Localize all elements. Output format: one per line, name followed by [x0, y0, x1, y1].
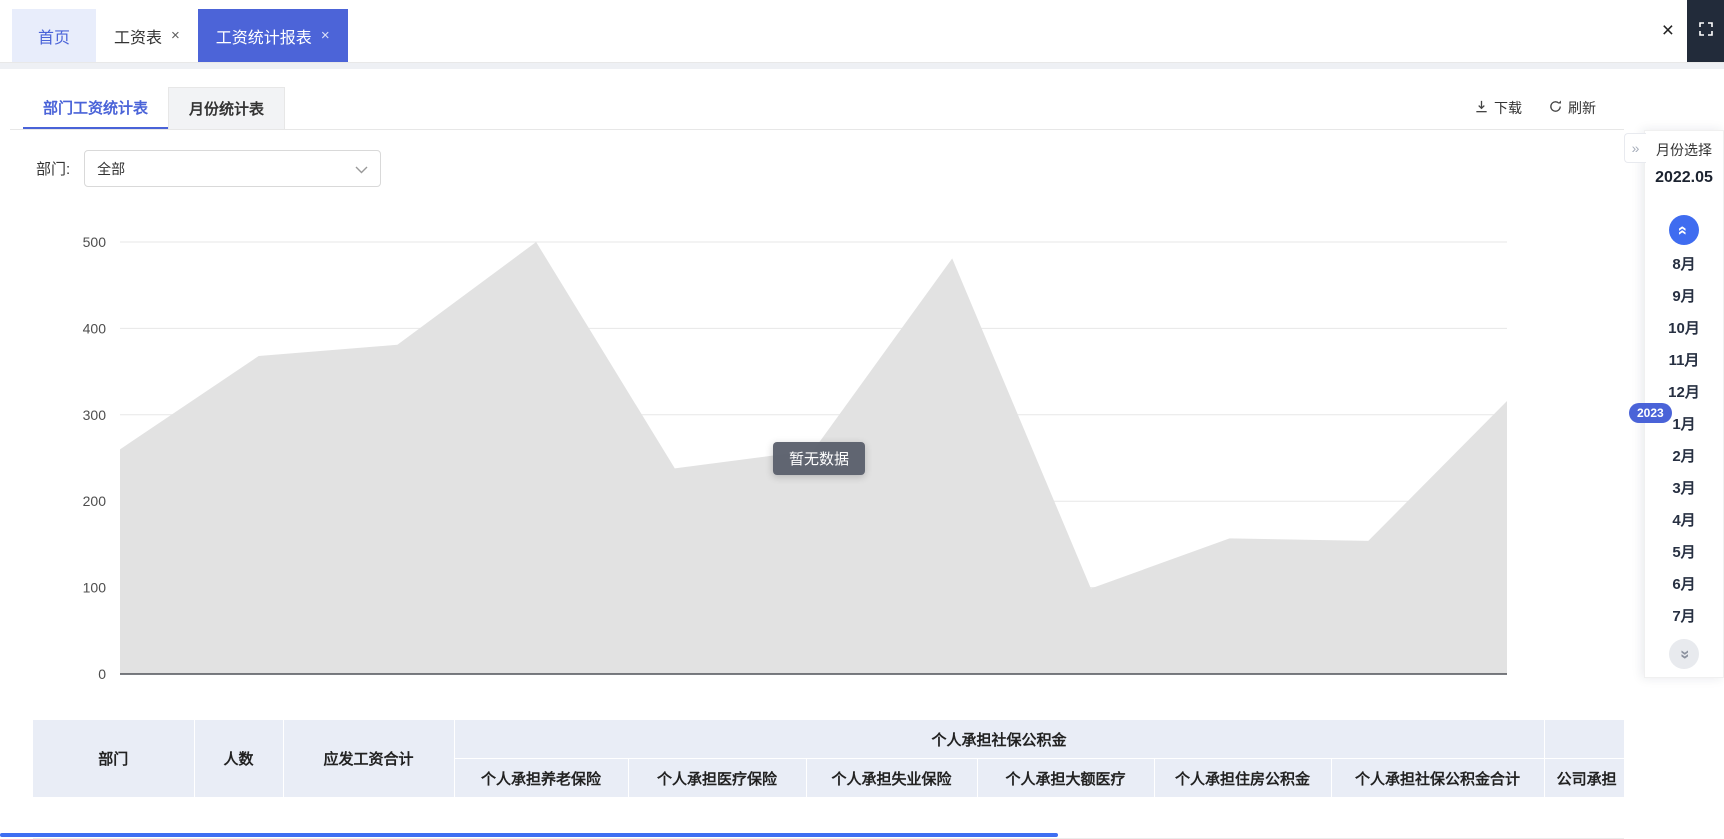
- month-item[interactable]: 2月: [1672, 448, 1696, 465]
- close-icon[interactable]: ×: [320, 27, 330, 44]
- double-chevron-down-icon: «: [1674, 649, 1694, 659]
- col-department[interactable]: 部门: [33, 720, 195, 798]
- fullscreen-button[interactable]: [1687, 0, 1724, 62]
- table-empty-row: [33, 797, 1624, 839]
- double-chevron-up-icon: «: [1674, 225, 1694, 235]
- tab-month-stats[interactable]: 月份统计表: [168, 87, 286, 129]
- month-item[interactable]: 11月: [1668, 352, 1700, 369]
- month-item[interactable]: 10月: [1668, 320, 1700, 337]
- tab-salary-sheet-label: 工资表: [114, 29, 163, 47]
- current-month-value: 2022.05: [1655, 169, 1713, 186]
- col-group-company: [1544, 720, 1624, 759]
- svg-text:400: 400: [83, 320, 107, 336]
- filter-row: 部门: 全部: [36, 150, 382, 187]
- month-item[interactable]: 7月: [1672, 608, 1696, 625]
- svg-text:0: 0: [98, 666, 106, 682]
- double-chevron-right-icon: »: [1631, 140, 1640, 156]
- refresh-button[interactable]: 刷新: [1548, 98, 1596, 118]
- month-item[interactable]: 3月: [1672, 480, 1696, 497]
- tab-home[interactable]: 首页: [12, 9, 97, 62]
- refresh-label: 刷新: [1568, 100, 1596, 116]
- scroll-months-up-button[interactable]: «: [1669, 215, 1699, 245]
- svg-text:500: 500: [83, 234, 107, 250]
- month-list: 8月 9月 10月 11月 12月 1月 2月 3月 4月 5月 6月 7月: [1668, 249, 1700, 633]
- collapse-panel-button[interactable]: »: [1624, 133, 1646, 163]
- col-gross-total[interactable]: 应发工资合计: [283, 720, 455, 798]
- col-personal-medical[interactable]: 个人承担医疗保险: [628, 758, 807, 798]
- svg-text:100: 100: [83, 580, 107, 596]
- month-item[interactable]: 5月: [1672, 544, 1696, 561]
- col-personal-pension[interactable]: 个人承担养老保险: [454, 758, 629, 798]
- tab-salary-sheet[interactable]: 工资表 ×: [96, 9, 198, 62]
- month-selection-panel: » 月份选择 2022.05 « 8月 9月 10月 11月 12月 1月 2月…: [1624, 130, 1724, 678]
- month-item[interactable]: 8月: [1672, 256, 1696, 273]
- tab-salary-report-label: 工资统计报表: [215, 29, 312, 47]
- svg-text:200: 200: [83, 493, 107, 509]
- download-label: 下载: [1494, 100, 1522, 116]
- col-headcount[interactable]: 人数: [194, 720, 284, 798]
- window-tab-bar: 首页 工资表 × 工资统计报表 × ×: [0, 0, 1724, 63]
- month-item[interactable]: 9月: [1672, 288, 1696, 305]
- department-filter-label: 部门:: [36, 161, 71, 178]
- col-personal-unemployment[interactable]: 个人承担失业保险: [806, 758, 978, 798]
- col-personal-housing-fund[interactable]: 个人承担住房公积金: [1154, 758, 1332, 798]
- department-select[interactable]: 全部: [84, 150, 382, 187]
- download-icon: [1474, 99, 1489, 117]
- year-badge: 2023: [1629, 403, 1672, 423]
- salary-summary-table: 部门 人数 应发工资合计 个人承担社保公积金 个人承担养老保险 个人承担医疗保险…: [33, 720, 1624, 839]
- tab-department-salary-stats[interactable]: 部门工资统计表: [23, 87, 169, 129]
- col-personal-major-medical[interactable]: 个人承担大额医疗: [977, 758, 1155, 798]
- download-button[interactable]: 下载: [1474, 98, 1522, 118]
- tab-label: 部门工资统计表: [43, 99, 149, 117]
- window-close-icon[interactable]: ×: [1661, 19, 1674, 42]
- svg-text:300: 300: [83, 407, 107, 423]
- department-select-value: 全部: [97, 160, 126, 177]
- month-item[interactable]: 6月: [1672, 576, 1696, 593]
- fullscreen-icon: [1698, 21, 1714, 42]
- month-item[interactable]: 1月: [1672, 416, 1696, 433]
- tab-label: 月份统计表: [189, 101, 265, 118]
- month-panel-title: 月份选择: [1656, 142, 1712, 158]
- department-salary-chart: 0 100 200 300 400 500 暂无数据: [40, 222, 1520, 692]
- month-item[interactable]: 4月: [1672, 512, 1696, 529]
- toolbar-actions: 下载 刷新: [1474, 87, 1624, 129]
- tab-home-label: 首页: [38, 29, 71, 47]
- divider: [0, 63, 1724, 69]
- no-data-tooltip: 暂无数据: [772, 442, 866, 475]
- report-tab-bar: 部门工资统计表 月份统计表 下载 刷新: [10, 87, 1624, 130]
- tab-salary-report[interactable]: 工资统计报表 ×: [197, 9, 348, 62]
- horizontal-scrollbar[interactable]: [0, 833, 1058, 837]
- col-personal-total[interactable]: 个人承担社保公积金合计: [1331, 758, 1545, 798]
- col-group-personal: 个人承担社保公积金: [454, 720, 1545, 759]
- scroll-months-down-button[interactable]: «: [1669, 639, 1699, 669]
- chevron-down-icon: [355, 161, 368, 177]
- col-company-partial[interactable]: 公司承担: [1544, 758, 1624, 798]
- month-item[interactable]: 12月: [1668, 384, 1700, 401]
- refresh-icon: [1548, 99, 1563, 117]
- close-icon[interactable]: ×: [171, 27, 180, 44]
